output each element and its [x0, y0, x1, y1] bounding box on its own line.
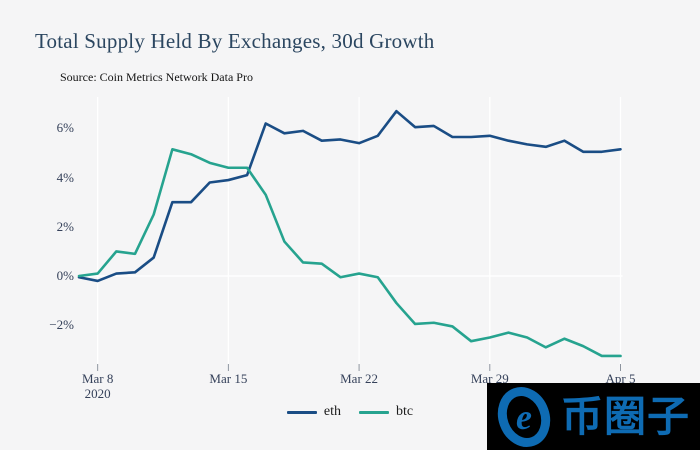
x-tick-label: Apr 5 [605, 371, 636, 386]
y-tick-label: −2% [49, 317, 74, 333]
y-tick-label: 4% [56, 169, 74, 185]
x-tick-label: Mar 15 [209, 371, 248, 386]
legend-item-btc[interactable]: btc [359, 404, 413, 420]
svg-text:e: e [516, 397, 532, 437]
watermark: e 币圈子 [487, 383, 700, 450]
series-line-eth [77, 109, 622, 283]
x-tick-sublabel: 2020 [84, 386, 111, 401]
series-line-btc [77, 148, 622, 358]
chart-legend: eth btc [0, 404, 700, 420]
y-tick-label: 0% [56, 268, 74, 283]
legend-swatch-btc [359, 410, 389, 414]
y-tick-label: 6% [56, 120, 74, 136]
legend-label: eth [323, 404, 341, 419]
chart-source: Source: Coin Metrics Network Data Pro [60, 70, 253, 84]
x-tick-label: Mar 22 [340, 371, 379, 386]
y-tick-label: 2% [56, 218, 74, 234]
x-tick-label: Mar 29 [470, 371, 509, 386]
legend-label: btc [396, 404, 414, 419]
legend-item-eth[interactable]: eth [286, 404, 341, 420]
chart-title: Total Supply Held By Exchanges, 30d Grow… [35, 29, 435, 53]
legend-swatch-eth [286, 410, 317, 414]
coin-e-logo-icon: e [497, 386, 551, 447]
x-tick-label: Mar 8 2020 [58, 371, 138, 401]
watermark-text: 币圈子 [561, 391, 691, 441]
